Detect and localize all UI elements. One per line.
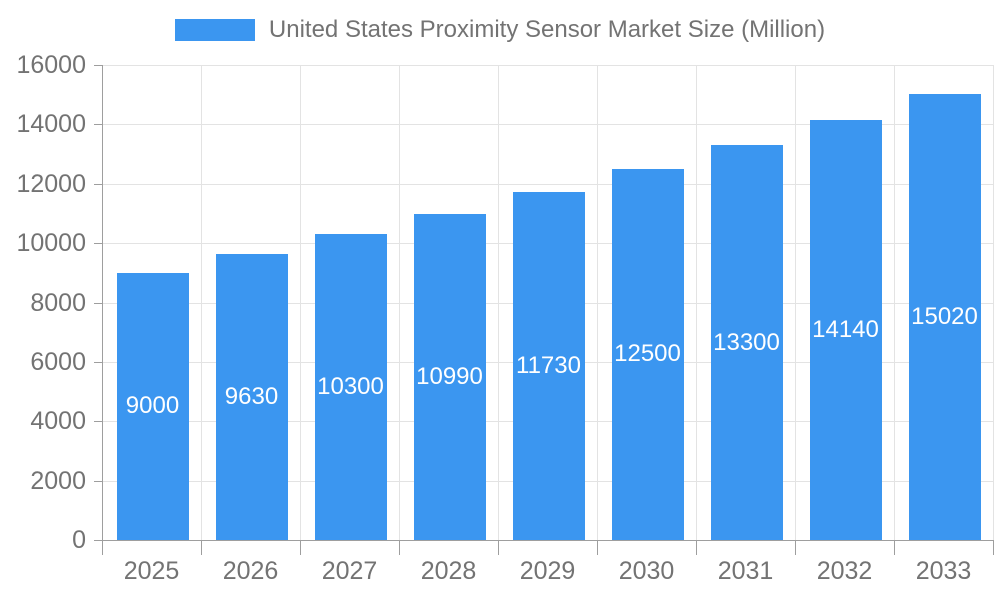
x-axis-tick [795, 541, 796, 555]
gridline-horizontal [103, 124, 994, 126]
x-axis-label: 2030 [618, 557, 675, 585]
legend-label: United States Proximity Sensor Market Si… [268, 16, 826, 43]
bar-2025[interactable]: 9000 [116, 272, 189, 540]
bar-2028[interactable]: 10990 [413, 213, 486, 540]
y-axis-label: 12000 [16, 169, 86, 198]
bar-2029[interactable]: 11730 [512, 191, 585, 540]
y-axis-tick [94, 302, 102, 304]
gridline-vertical [696, 65, 697, 540]
bar-2027[interactable]: 10300 [314, 234, 387, 540]
x-axis-label: 2025 [123, 557, 180, 585]
x-axis-tick [300, 541, 301, 555]
bar-value-label: 10300 [317, 373, 384, 401]
x-axis-label: 2028 [420, 557, 477, 585]
bar-value-label: 9630 [224, 383, 279, 411]
x-axis-label: 2033 [915, 557, 972, 585]
bar-value-label: 15020 [911, 303, 978, 331]
y-axis-tick [94, 183, 102, 185]
x-axis-tick [102, 541, 103, 555]
chart-legend[interactable]: United States Proximity Sensor Market Si… [0, 16, 1000, 44]
bar-value-label: 12500 [614, 340, 681, 368]
y-axis-tick [94, 65, 102, 66]
x-axis-label: 2031 [717, 557, 774, 585]
gridline-vertical [597, 65, 598, 540]
bar-2031[interactable]: 13300 [710, 145, 783, 540]
y-axis-label: 6000 [30, 347, 86, 376]
bar-value-label: 13300 [713, 328, 780, 356]
y-axis-tick [94, 243, 102, 245]
y-axis-tick [94, 361, 102, 363]
y-axis-tick [94, 540, 102, 541]
bar-2033[interactable]: 15020 [908, 94, 981, 540]
x-axis-label: 2029 [519, 557, 576, 585]
y-axis-label: 14000 [16, 110, 86, 139]
bar-2032[interactable]: 14140 [809, 120, 882, 540]
y-axis-tick [94, 480, 102, 482]
y-axis-label: 16000 [16, 51, 86, 79]
y-axis-label: 0 [72, 526, 86, 554]
x-axis-tick [993, 541, 994, 555]
bar-2026[interactable]: 9630 [215, 254, 288, 540]
gridline-horizontal [103, 65, 994, 66]
gridline-vertical [300, 65, 301, 540]
bar-value-label: 11730 [516, 351, 581, 379]
y-axis-label: 4000 [30, 407, 86, 436]
y-axis-tick [94, 124, 102, 126]
y-axis-label: 2000 [30, 466, 86, 495]
gridline-vertical [894, 65, 895, 540]
gridline-vertical [993, 65, 994, 540]
y-axis-tick [94, 421, 102, 423]
gridline-horizontal [103, 183, 994, 185]
y-axis-label: 10000 [16, 229, 86, 258]
y-axis-label: 8000 [30, 288, 86, 317]
bar-value-label: 9000 [125, 392, 180, 420]
gridline-vertical [795, 65, 796, 540]
gridline-vertical [399, 65, 400, 540]
gridline-vertical [498, 65, 499, 540]
x-axis-tick [201, 541, 202, 555]
bar-2030[interactable]: 12500 [611, 168, 684, 540]
bar-value-label: 10990 [416, 362, 483, 390]
x-axis-label: 2027 [321, 557, 378, 585]
x-axis-tick [894, 541, 895, 555]
x-axis-tick [597, 541, 598, 555]
x-axis-tick [498, 541, 499, 555]
bar-value-label: 14140 [812, 316, 879, 344]
x-axis-tick [696, 541, 697, 555]
x-axis-tick [399, 541, 400, 555]
x-axis-label: 2026 [222, 557, 279, 585]
x-axis-label: 2032 [816, 557, 873, 585]
legend-swatch-icon [174, 19, 255, 41]
gridline-vertical [201, 65, 202, 540]
plot-area: 9000 9630 10300 10990 11730 12500 13300 14140 15… [102, 65, 994, 541]
